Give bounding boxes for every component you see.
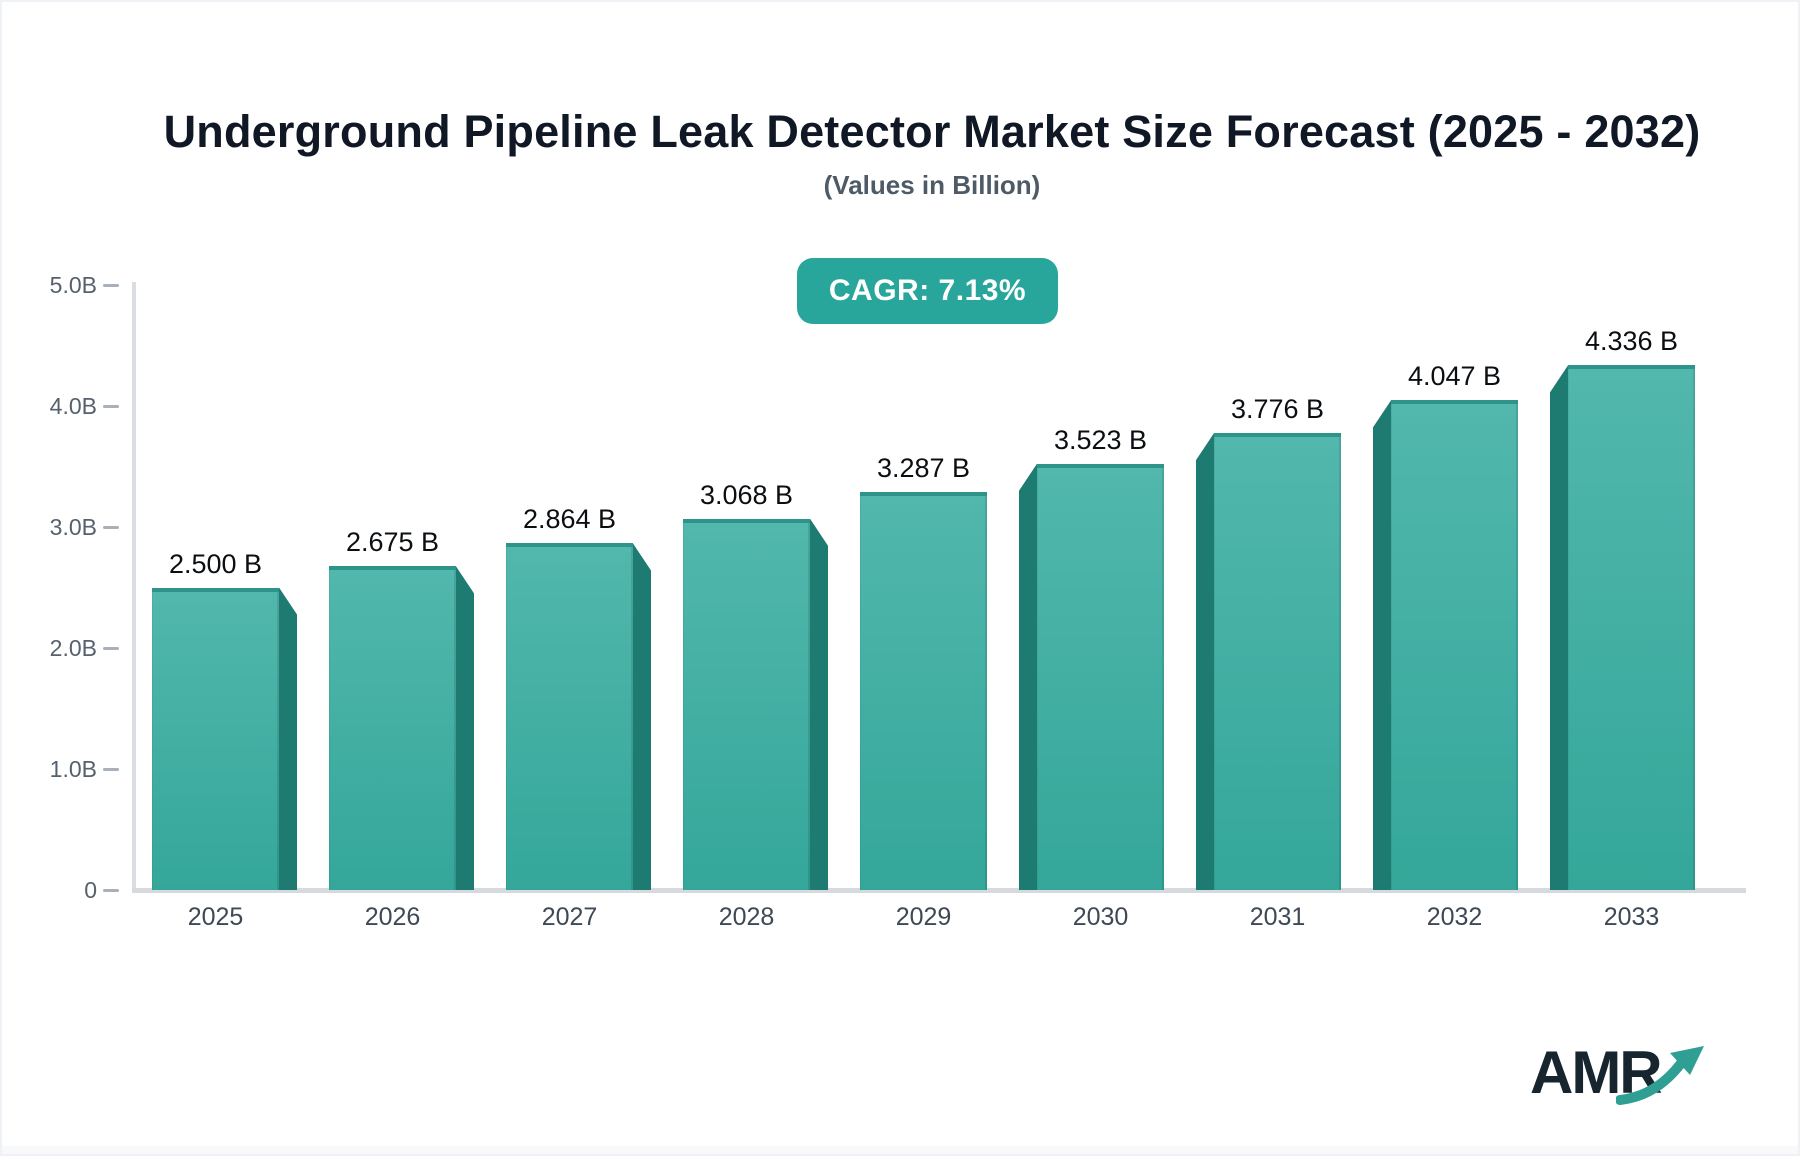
bar-value-label: 3.523 B xyxy=(1053,424,1148,455)
x-tick-label: 2030 xyxy=(1072,903,1129,931)
y-tick-label: 4.0B xyxy=(49,393,97,419)
y-tick-dash xyxy=(103,768,119,771)
y-tick-label: 5.0B xyxy=(49,272,97,298)
y-axis-line xyxy=(132,282,136,890)
x-tick-label: 2025 xyxy=(187,903,244,931)
bar-3d-side-2025 xyxy=(279,587,297,890)
bar-3d-side-2033 xyxy=(1550,365,1568,890)
y-tick-label: 3.0B xyxy=(49,514,97,540)
amr-logo: AMR xyxy=(1530,1038,1730,1118)
bar-2025 xyxy=(152,587,279,890)
bar-value-label: 2.675 B xyxy=(345,527,440,558)
x-axis-line xyxy=(132,888,1746,893)
bar-3d-side-2032 xyxy=(1373,400,1391,890)
x-tick-label: 2027 xyxy=(541,903,598,931)
x-tick-label: 2032 xyxy=(1426,903,1483,931)
x-tick-label: 2031 xyxy=(1249,903,1306,931)
bar-value-label: 3.776 B xyxy=(1230,394,1325,425)
cagr-badge-label: CAGR: 7.13% xyxy=(828,274,1027,307)
x-tick-label: 2026 xyxy=(364,903,421,931)
y-tick-label: 1.0B xyxy=(49,756,97,782)
cagr-badge: CAGR: 7.13% xyxy=(797,258,1058,324)
x-tick-label: 2029 xyxy=(895,903,952,931)
bar-value-label: 3.068 B xyxy=(699,479,794,510)
x-tick-label: 2033 xyxy=(1603,903,1660,931)
bar-2029 xyxy=(860,492,987,890)
bar-2028 xyxy=(683,518,810,890)
y-tick-label: 0 xyxy=(84,877,97,903)
bar-3d-side-2031 xyxy=(1196,433,1214,890)
y-tick-dash xyxy=(103,889,119,892)
bar-2027 xyxy=(506,543,633,890)
bar-3d-side-2028 xyxy=(810,518,828,890)
bar-value-label: 4.336 B xyxy=(1584,326,1679,357)
chart-title: Underground Pipeline Leak Detector Marke… xyxy=(163,106,1701,157)
bar-value-label: 4.047 B xyxy=(1407,361,1502,392)
header: Underground Pipeline Leak Detector Marke… xyxy=(62,106,1798,201)
bar-value-label: 2.864 B xyxy=(522,504,617,535)
bar-2033 xyxy=(1568,365,1695,890)
bar-3d-side-2027 xyxy=(633,543,651,890)
bar-3d-side-2026 xyxy=(456,566,474,890)
bar-2030 xyxy=(1037,463,1164,890)
y-tick-dash xyxy=(103,526,119,529)
chart-subtitle: (Values in Billion) xyxy=(823,170,1041,200)
footer-strip xyxy=(2,1146,1798,1154)
y-tick-label: 2.0B xyxy=(49,635,97,661)
y-tick-dash xyxy=(103,284,119,287)
bar-value-label: 3.287 B xyxy=(876,453,971,484)
bar-value-label: 2.500 B xyxy=(168,548,263,579)
amr-logo-arrow-icon xyxy=(1616,1046,1704,1105)
y-tick-dash xyxy=(103,405,119,408)
bar-2032 xyxy=(1391,400,1518,890)
x-tick-label: 2028 xyxy=(718,903,775,931)
bar-2026 xyxy=(329,566,456,890)
bar-3d-side-2030 xyxy=(1019,463,1037,890)
bar-2031 xyxy=(1214,433,1341,890)
y-tick-dash xyxy=(103,647,119,650)
